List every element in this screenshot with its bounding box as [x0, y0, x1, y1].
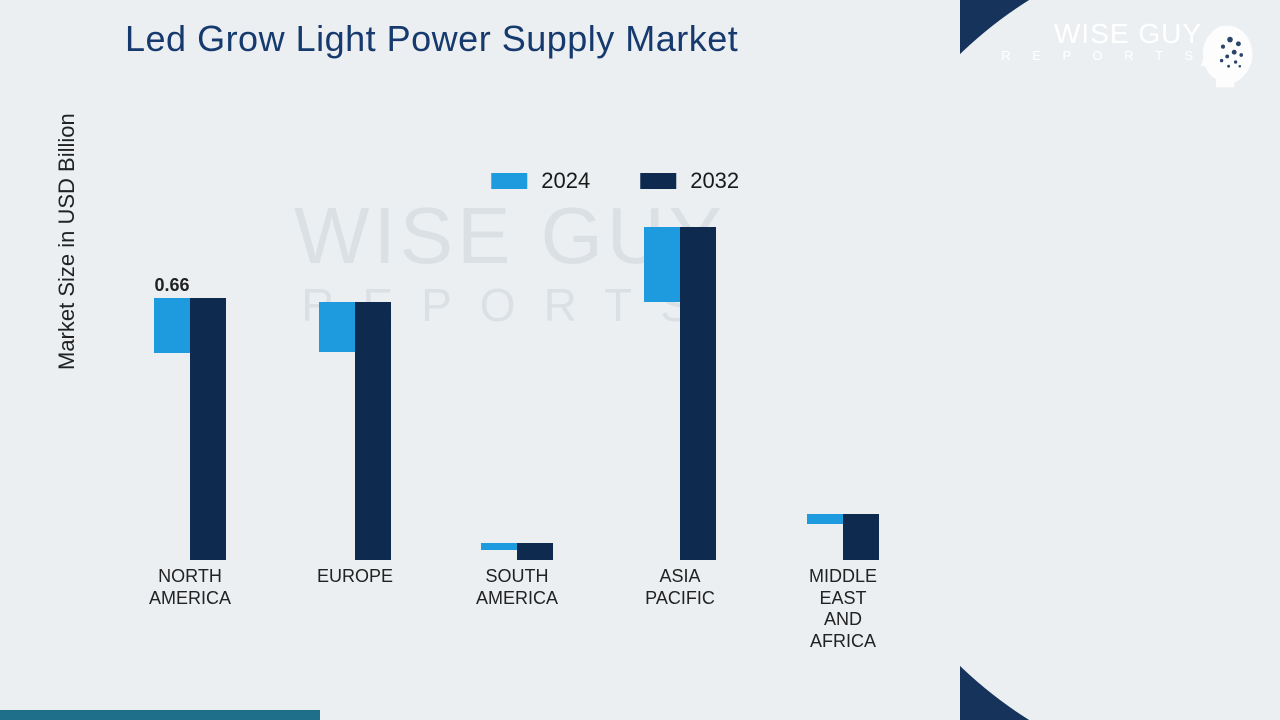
y-axis-label: Market Size in USD Billion: [54, 113, 80, 370]
legend-swatch-2032: [640, 173, 676, 189]
category-label: NORTH AMERICA: [149, 566, 231, 609]
bar: [843, 514, 879, 560]
chart-title: Led Grow Light Power Supply Market: [125, 18, 738, 60]
bar: [517, 543, 553, 560]
legend-item-2024: 2024: [491, 168, 590, 194]
category-label: ASIA PACIFIC: [645, 566, 715, 609]
category-label: SOUTH AMERICA: [476, 566, 558, 609]
bar: [319, 302, 355, 352]
bar-group: ASIA PACIFIC: [625, 227, 735, 560]
bar-value-label: 0.66: [154, 275, 189, 296]
bar-group: SOUTH AMERICA: [462, 543, 572, 560]
bar: [481, 543, 517, 550]
plot-area: 0.66NORTH AMERICA EUROPE SOUTH AMERICA ASIA…: [110, 210, 900, 560]
bar-group: MIDDLE EAST AND AFRICA: [788, 514, 898, 560]
bar: [355, 302, 391, 560]
bar-group: 0.66NORTH AMERICA: [135, 298, 245, 561]
brand-line2: R E P O R T S: [1001, 48, 1202, 63]
legend-label-2032: 2032: [690, 168, 739, 194]
right-panel: [960, 0, 1280, 720]
brand-logo: WISE GUY R E P O R T S: [1049, 18, 1250, 63]
canvas: Led Grow Light Power Supply Market WISE …: [0, 0, 1280, 720]
bar: [680, 227, 716, 560]
legend: 2024 2032: [491, 168, 739, 194]
legend-swatch-2024: [491, 173, 527, 189]
footer-accent: [0, 710, 320, 720]
legend-label-2024: 2024: [541, 168, 590, 194]
bar: 0.66: [154, 298, 190, 353]
brand-line1: WISE GUY: [1001, 18, 1202, 50]
category-label: EUROPE: [317, 566, 393, 588]
bar: [190, 298, 226, 561]
bar: [644, 227, 680, 302]
head-dots-icon: [1188, 20, 1258, 90]
category-label: MIDDLE EAST AND AFRICA: [809, 566, 877, 652]
legend-item-2032: 2032: [640, 168, 739, 194]
bar-group: EUROPE: [300, 302, 410, 560]
bar: [807, 514, 843, 524]
